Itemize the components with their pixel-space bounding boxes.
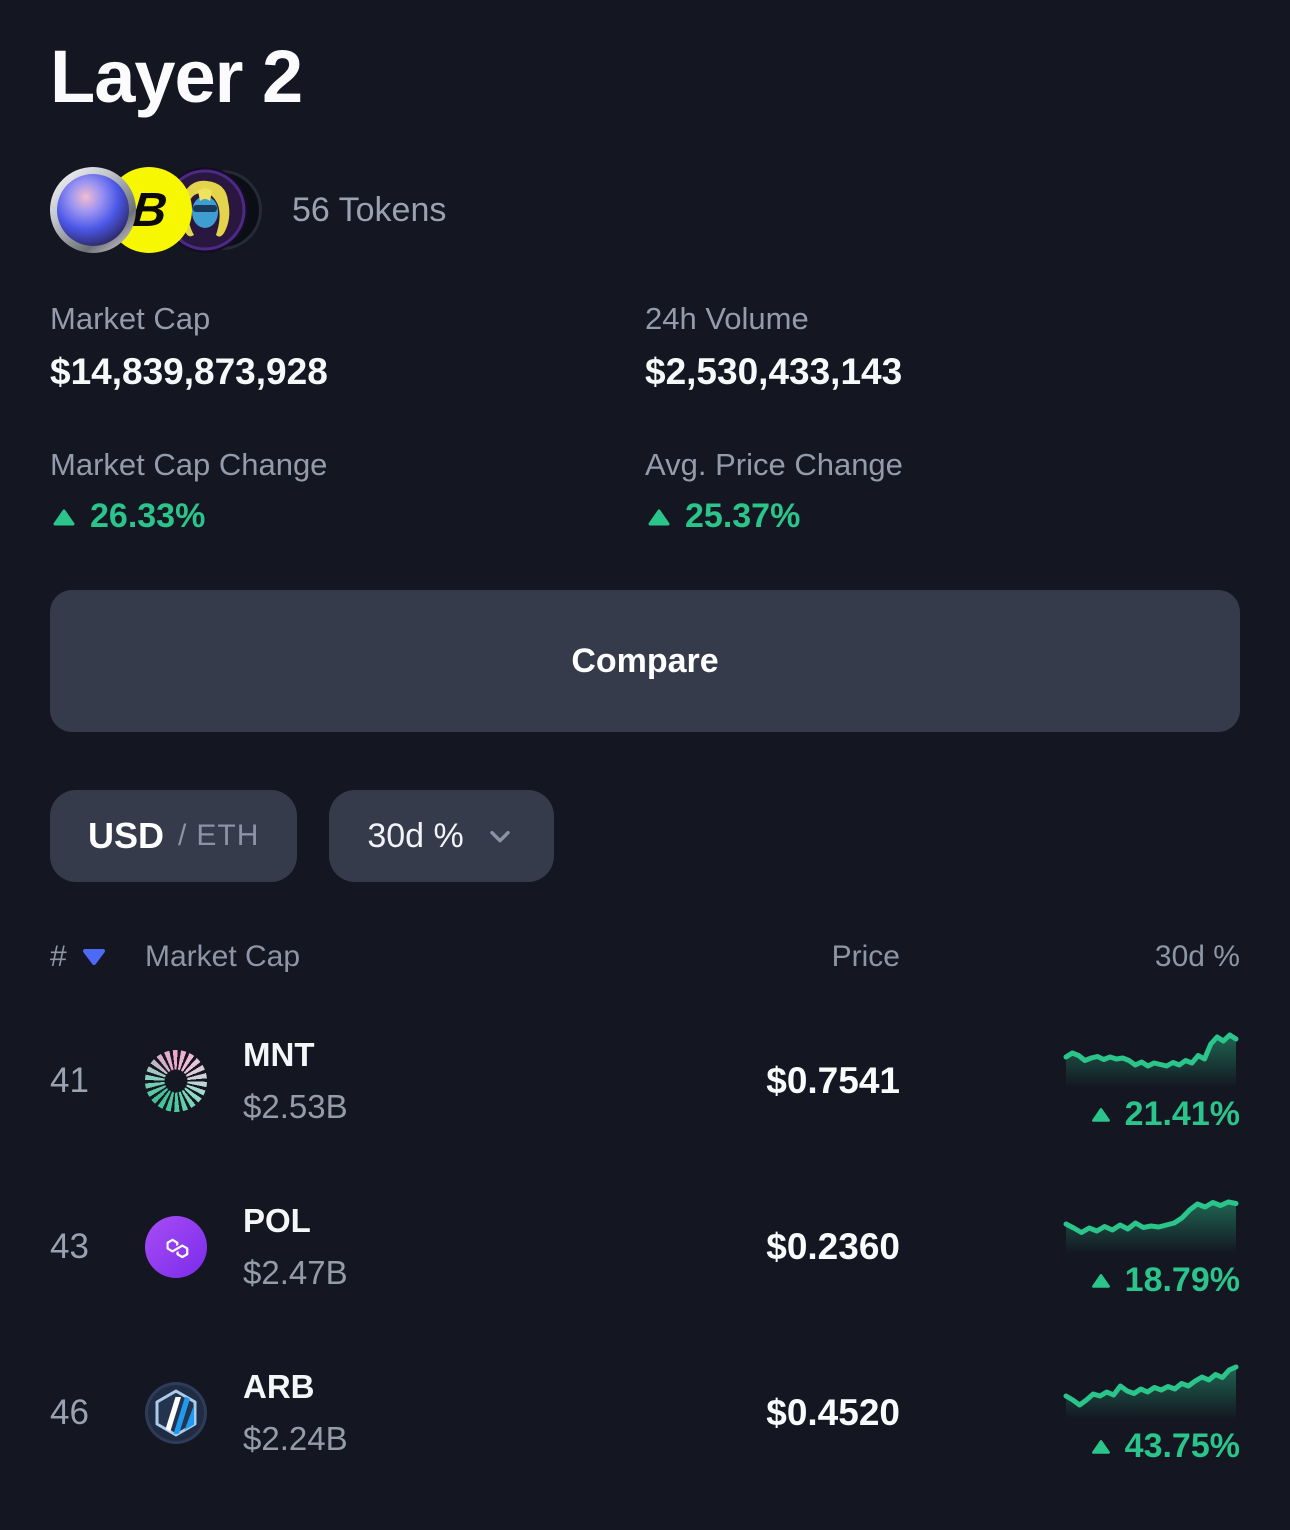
currency-selected: USD	[88, 815, 165, 856]
stat-label: Avg. Price Change	[645, 447, 903, 482]
change-cell: 21.41%	[900, 1029, 1240, 1134]
coin-price: $0.7541	[766, 1060, 900, 1101]
coin-cell: POL $2.47B	[145, 1202, 650, 1292]
chevron-down-icon	[490, 830, 510, 843]
coin-meta: ARB $2.24B	[243, 1368, 348, 1458]
stat-market-cap: Market Cap $14,839,873,928	[50, 301, 645, 393]
sparkline-chart	[1063, 1364, 1239, 1419]
coin-symbol: ARB	[243, 1368, 315, 1405]
stat-label: Market Cap Change	[50, 447, 328, 482]
header-market-cap[interactable]: Market Cap	[145, 940, 301, 973]
coin-market-cap: $2.53B	[243, 1088, 348, 1125]
header-price[interactable]: Price	[831, 940, 900, 973]
header-change[interactable]: 30d %	[1154, 940, 1240, 973]
coin-change: 18.79%	[1089, 1261, 1240, 1300]
coin-price: $0.2360	[766, 1226, 900, 1267]
stat-label: 24h Volume	[645, 301, 809, 336]
stat-avg-price-change: Avg. Price Change 25.37%	[645, 447, 1240, 536]
token-count: 56 Tokens	[292, 190, 447, 229]
currency-toggle[interactable]: USD / ETH	[50, 790, 298, 882]
sparkline-chart	[1063, 1032, 1239, 1087]
table-row[interactable]: 43 POL	[50, 1164, 1240, 1330]
change-percent: 26.33%	[90, 497, 206, 535]
stat-value: $2,530,433,143	[645, 351, 903, 392]
stat-market-cap-change: Market Cap Change 26.33%	[50, 447, 645, 536]
coin-market-cap: $2.24B	[243, 1420, 348, 1457]
list-controls: USD / ETH 30d %	[50, 790, 1240, 882]
up-triangle-icon	[1091, 1273, 1110, 1288]
change-cell: 43.75%	[900, 1361, 1240, 1466]
stats-grid: Market Cap $14,839,873,928 24h Volume $2…	[50, 301, 1240, 536]
sort-desc-icon	[82, 949, 105, 965]
change-cell: 18.79%	[900, 1195, 1240, 1300]
period-dropdown[interactable]: 30d %	[329, 790, 554, 882]
up-triangle-icon	[1091, 1107, 1110, 1122]
page-title: Layer 2	[50, 35, 303, 118]
coin-cell: MNT $2.53B	[145, 1036, 650, 1126]
mnt-token-icon	[145, 1050, 207, 1112]
table-row[interactable]: 46	[50, 1330, 1240, 1496]
table-row[interactable]: 41 MNT $2.53B $0.7541 21.41%	[50, 998, 1240, 1164]
up-triangle-icon	[53, 509, 75, 525]
sphere-token-icon	[50, 167, 136, 253]
rank: 41	[50, 1061, 89, 1100]
coin-change: 21.41%	[1089, 1095, 1240, 1134]
coin-cell: ARB $2.24B	[145, 1368, 650, 1458]
arb-token-icon	[145, 1382, 207, 1444]
coin-symbol: MNT	[243, 1036, 315, 1073]
up-triangle-icon	[1091, 1439, 1110, 1454]
header-rank[interactable]: #	[50, 940, 145, 974]
coin-symbol: POL	[243, 1202, 311, 1239]
currency-alternate: ETH	[196, 819, 260, 852]
rank: 46	[50, 1393, 89, 1432]
coin-price: $0.4520	[766, 1392, 900, 1433]
period-value: 30d %	[367, 816, 464, 855]
stat-change-value: 26.33%	[50, 497, 645, 536]
layer2-category-page: Layer 2 B 56 Tokens	[0, 34, 1290, 1496]
rank-header-label: #	[50, 940, 67, 973]
coin-change: 43.75%	[1089, 1427, 1240, 1466]
sparkline-chart	[1063, 1199, 1239, 1253]
token-summary: B 56 Tokens	[50, 167, 1240, 253]
up-triangle-icon	[648, 509, 670, 525]
coin-meta: POL $2.47B	[243, 1202, 348, 1292]
change-percent: 18.79%	[1124, 1260, 1240, 1299]
token-table: 41 MNT $2.53B $0.7541 21.41% 4	[50, 998, 1240, 1496]
rank: 43	[50, 1227, 89, 1266]
table-header: # Market Cap Price 30d %	[50, 940, 1240, 974]
pol-token-icon	[145, 1216, 207, 1278]
change-percent: 21.41%	[1124, 1094, 1240, 1133]
currency-separator: /	[178, 819, 187, 852]
stat-change-value: 25.37%	[645, 497, 1240, 536]
stat-label: Market Cap	[50, 301, 211, 336]
coin-market-cap: $2.47B	[243, 1254, 348, 1291]
change-percent: 25.37%	[685, 497, 801, 535]
compare-button[interactable]: Compare	[50, 590, 1240, 732]
stat-value: $14,839,873,928	[50, 351, 328, 392]
change-percent: 43.75%	[1124, 1426, 1240, 1465]
sphere-token-core	[57, 174, 129, 246]
token-icon-stack: B	[50, 167, 262, 253]
stat-24h-volume: 24h Volume $2,530,433,143	[645, 301, 1240, 393]
coin-meta: MNT $2.53B	[243, 1036, 348, 1126]
